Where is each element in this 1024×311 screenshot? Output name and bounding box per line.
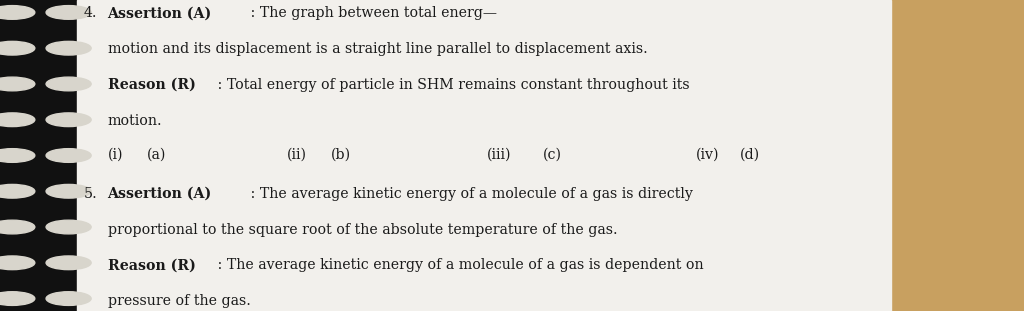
Text: Assertion (A): Assertion (A) [108, 6, 212, 20]
Circle shape [46, 77, 91, 91]
Text: proportional to the square root of the absolute temperature of the gas.: proportional to the square root of the a… [108, 223, 617, 237]
Text: Assertion (A): Assertion (A) [108, 187, 212, 201]
Bar [891, 0, 1024, 311]
Text: (b): (b) [331, 147, 351, 161]
Circle shape [46, 6, 91, 19]
Circle shape [46, 292, 91, 305]
Text: : The average kinetic energy of a molecule of a gas is directly: : The average kinetic energy of a molecu… [246, 187, 692, 201]
Circle shape [0, 77, 35, 91]
Text: (iii): (iii) [486, 147, 511, 161]
Text: motion.: motion. [108, 114, 162, 128]
Circle shape [0, 256, 35, 270]
Text: motion and its displacement is a straight line parallel to displacement axis.: motion and its displacement is a straigh… [108, 42, 647, 56]
Circle shape [0, 292, 35, 305]
Text: : The average kinetic energy of a molecule of a gas is dependent on: : The average kinetic energy of a molecu… [213, 258, 703, 272]
Text: pressure of the gas.: pressure of the gas. [108, 294, 251, 308]
Bar [0, 0, 77, 311]
Text: (i): (i) [108, 147, 123, 161]
Text: (d): (d) [740, 147, 761, 161]
Circle shape [46, 256, 91, 270]
Text: (ii): (ii) [287, 147, 307, 161]
Circle shape [0, 113, 35, 127]
Circle shape [0, 149, 35, 162]
Circle shape [0, 6, 35, 19]
Text: (c): (c) [543, 147, 562, 161]
Circle shape [46, 113, 91, 127]
Text: Reason (R): Reason (R) [108, 258, 196, 272]
Bar [77, 0, 891, 311]
Text: : The graph between total energ—: : The graph between total energ— [246, 6, 497, 20]
Text: Reason (R): Reason (R) [108, 78, 196, 92]
Text: (a): (a) [146, 147, 166, 161]
Circle shape [46, 220, 91, 234]
Text: (iv): (iv) [696, 147, 720, 161]
Circle shape [0, 41, 35, 55]
Text: 4.: 4. [84, 6, 97, 20]
Circle shape [46, 184, 91, 198]
Text: 5.: 5. [84, 187, 97, 201]
Circle shape [46, 41, 91, 55]
Text: : Total energy of particle in SHM remains constant throughout its: : Total energy of particle in SHM remain… [213, 78, 689, 92]
Circle shape [0, 220, 35, 234]
Circle shape [46, 149, 91, 162]
Circle shape [0, 184, 35, 198]
